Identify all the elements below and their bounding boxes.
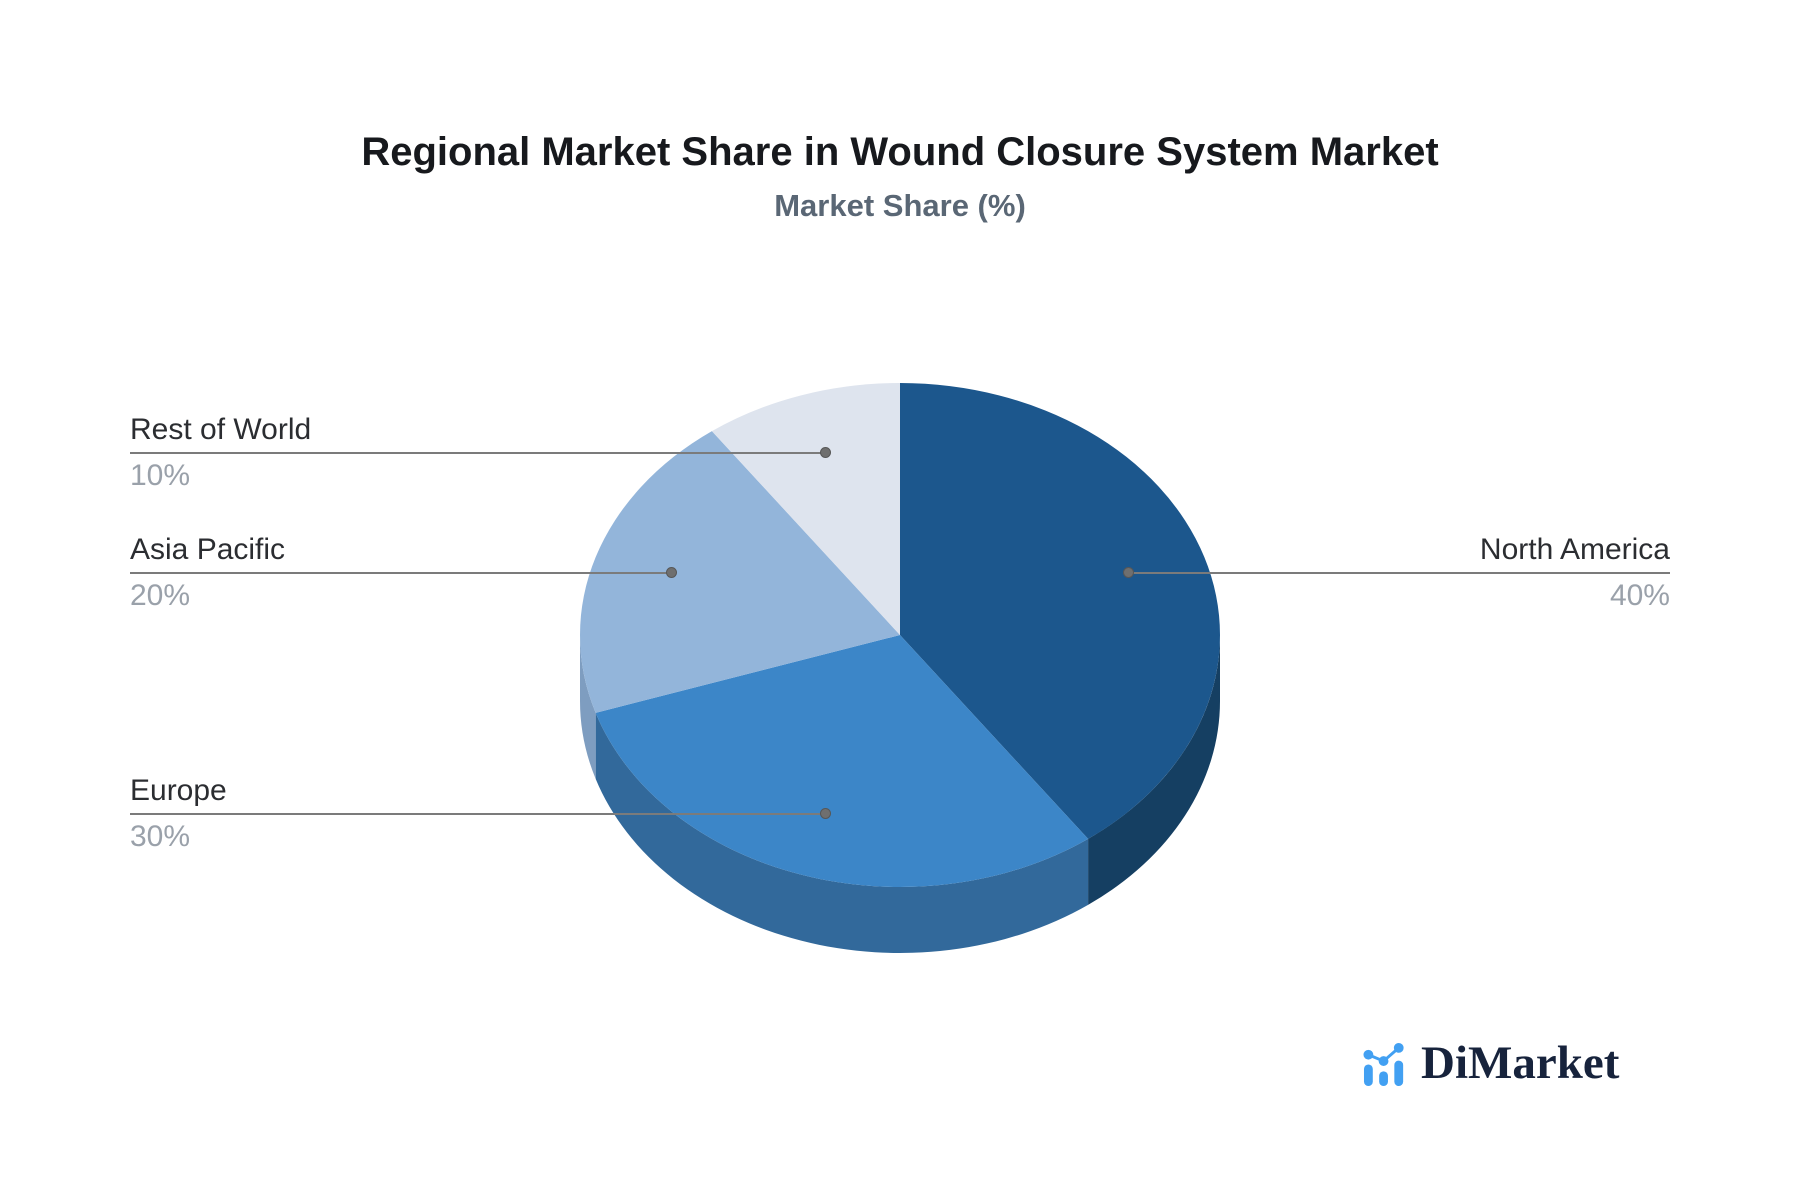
callout-europe: Europe 30%: [130, 773, 831, 855]
slice-percent: 10%: [130, 459, 191, 492]
pie-slice-rest-of-world: [711, 383, 900, 635]
slice-label: North America: [1479, 533, 1670, 566]
callout-asia-pacific: Asia Pacific 20%: [130, 532, 677, 614]
slice-label: Asia Pacific: [130, 533, 286, 566]
leader-line: [130, 567, 677, 578]
leader-line: [1123, 567, 1670, 578]
pie-slice-europe: [595, 635, 1089, 888]
slice-percent: 40%: [1609, 579, 1670, 612]
pie-slice-side-north-america: [1088, 635, 1220, 905]
slice-label: Rest of World: [130, 413, 312, 446]
chart-subtitle: Market Share (%): [774, 188, 1026, 223]
leader-dot: [819, 447, 831, 458]
pie-slice-side-europe: [595, 712, 1089, 953]
callout-north-america: North America 40%: [1123, 532, 1670, 614]
slice-percent: 20%: [130, 579, 191, 612]
leader-line: [130, 808, 831, 819]
pie-slice-north-america: [900, 383, 1221, 839]
bar-line-chart-icon: [1363, 1042, 1404, 1087]
pie-slice-asia-pacific: [580, 431, 900, 713]
pie-slice-side-asia-pacific: [580, 635, 596, 779]
leader-dot: [665, 567, 677, 578]
callout-rest-of-world: Rest of World 10%: [130, 412, 831, 494]
leader-dot: [819, 808, 831, 819]
brand-name: DiMarket: [1421, 1037, 1620, 1089]
slice-percent: 30%: [130, 820, 191, 853]
slice-label: Europe: [130, 774, 227, 807]
leader-dot: [1123, 567, 1135, 578]
chart-title: Regional Market Share in Wound Closure S…: [361, 130, 1439, 174]
leader-line: [130, 447, 831, 458]
brand-logo: DiMarket: [1363, 1038, 1619, 1088]
